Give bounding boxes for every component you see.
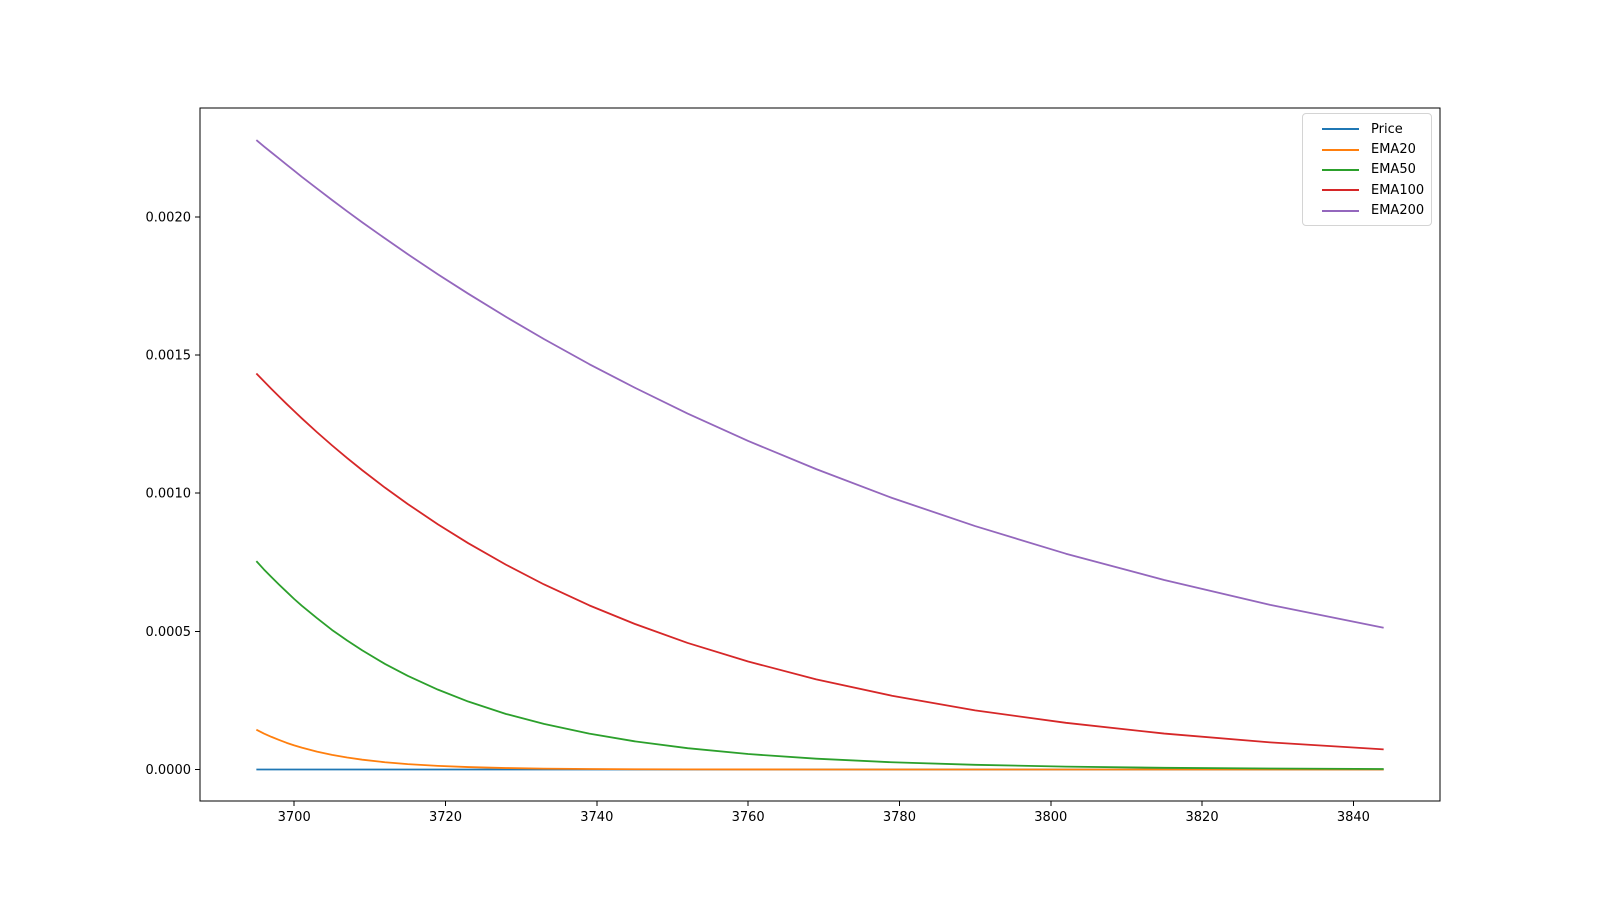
y-tick-label: 0.0000	[146, 763, 192, 778]
legend-label-ema100: EMA100	[1371, 182, 1425, 198]
axes	[199, 107, 1441, 802]
series-line-ema50	[255, 560, 1384, 770]
y-tick-label: 0.0005	[146, 625, 192, 640]
axis-tick-labels: 3700 3720 3740 3760 3780 3800 3820 3840 0.0000 0.…	[146, 210, 1370, 825]
legend-label-ema20: EMA20	[1371, 142, 1416, 158]
x-tick-label: 3720	[429, 810, 462, 825]
legend-line-sample-ema20	[1322, 148, 1359, 151]
legend-entry-ema50: EMA50	[1322, 160, 1424, 180]
legend-entry-ema200: EMA200	[1322, 201, 1424, 221]
legend-entry-ema20: EMA20	[1322, 139, 1424, 159]
y-tick-label: 0.0015	[146, 349, 192, 364]
y-tick-label: 0.0020	[146, 210, 192, 225]
legend-entry-price: Price	[1322, 119, 1424, 139]
legend-label-price: Price	[1371, 121, 1403, 137]
x-tick-label: 3740	[580, 810, 613, 825]
legend-line-sample-ema200	[1322, 209, 1359, 212]
x-tick-label: 3800	[1034, 810, 1067, 825]
y-tick-label: 0.0010	[146, 487, 192, 502]
x-tick-label: 3780	[883, 810, 916, 825]
x-tick-label: 3760	[732, 810, 765, 825]
plot-series	[255, 139, 1384, 771]
series-line-ema20	[255, 728, 1384, 771]
legend-line-sample-ema100	[1322, 189, 1359, 192]
x-tick-label: 3820	[1186, 810, 1219, 825]
series-line-ema200	[255, 139, 1384, 629]
x-tick-label: 3840	[1337, 810, 1370, 825]
legend-line-sample-ema50	[1322, 168, 1359, 171]
legend-line-sample-price	[1322, 128, 1359, 131]
series-line-ema100	[255, 372, 1384, 751]
legend: Price EMA20 EMA50 EMA100 EMA200	[1302, 113, 1433, 226]
legend-label-ema50: EMA50	[1371, 162, 1416, 178]
axis-ticks	[195, 216, 1354, 806]
axes-frame	[199, 107, 1441, 802]
legend-entry-ema100: EMA100	[1322, 180, 1424, 200]
legend-label-ema200: EMA200	[1371, 203, 1425, 219]
x-tick-label: 3700	[278, 810, 311, 825]
